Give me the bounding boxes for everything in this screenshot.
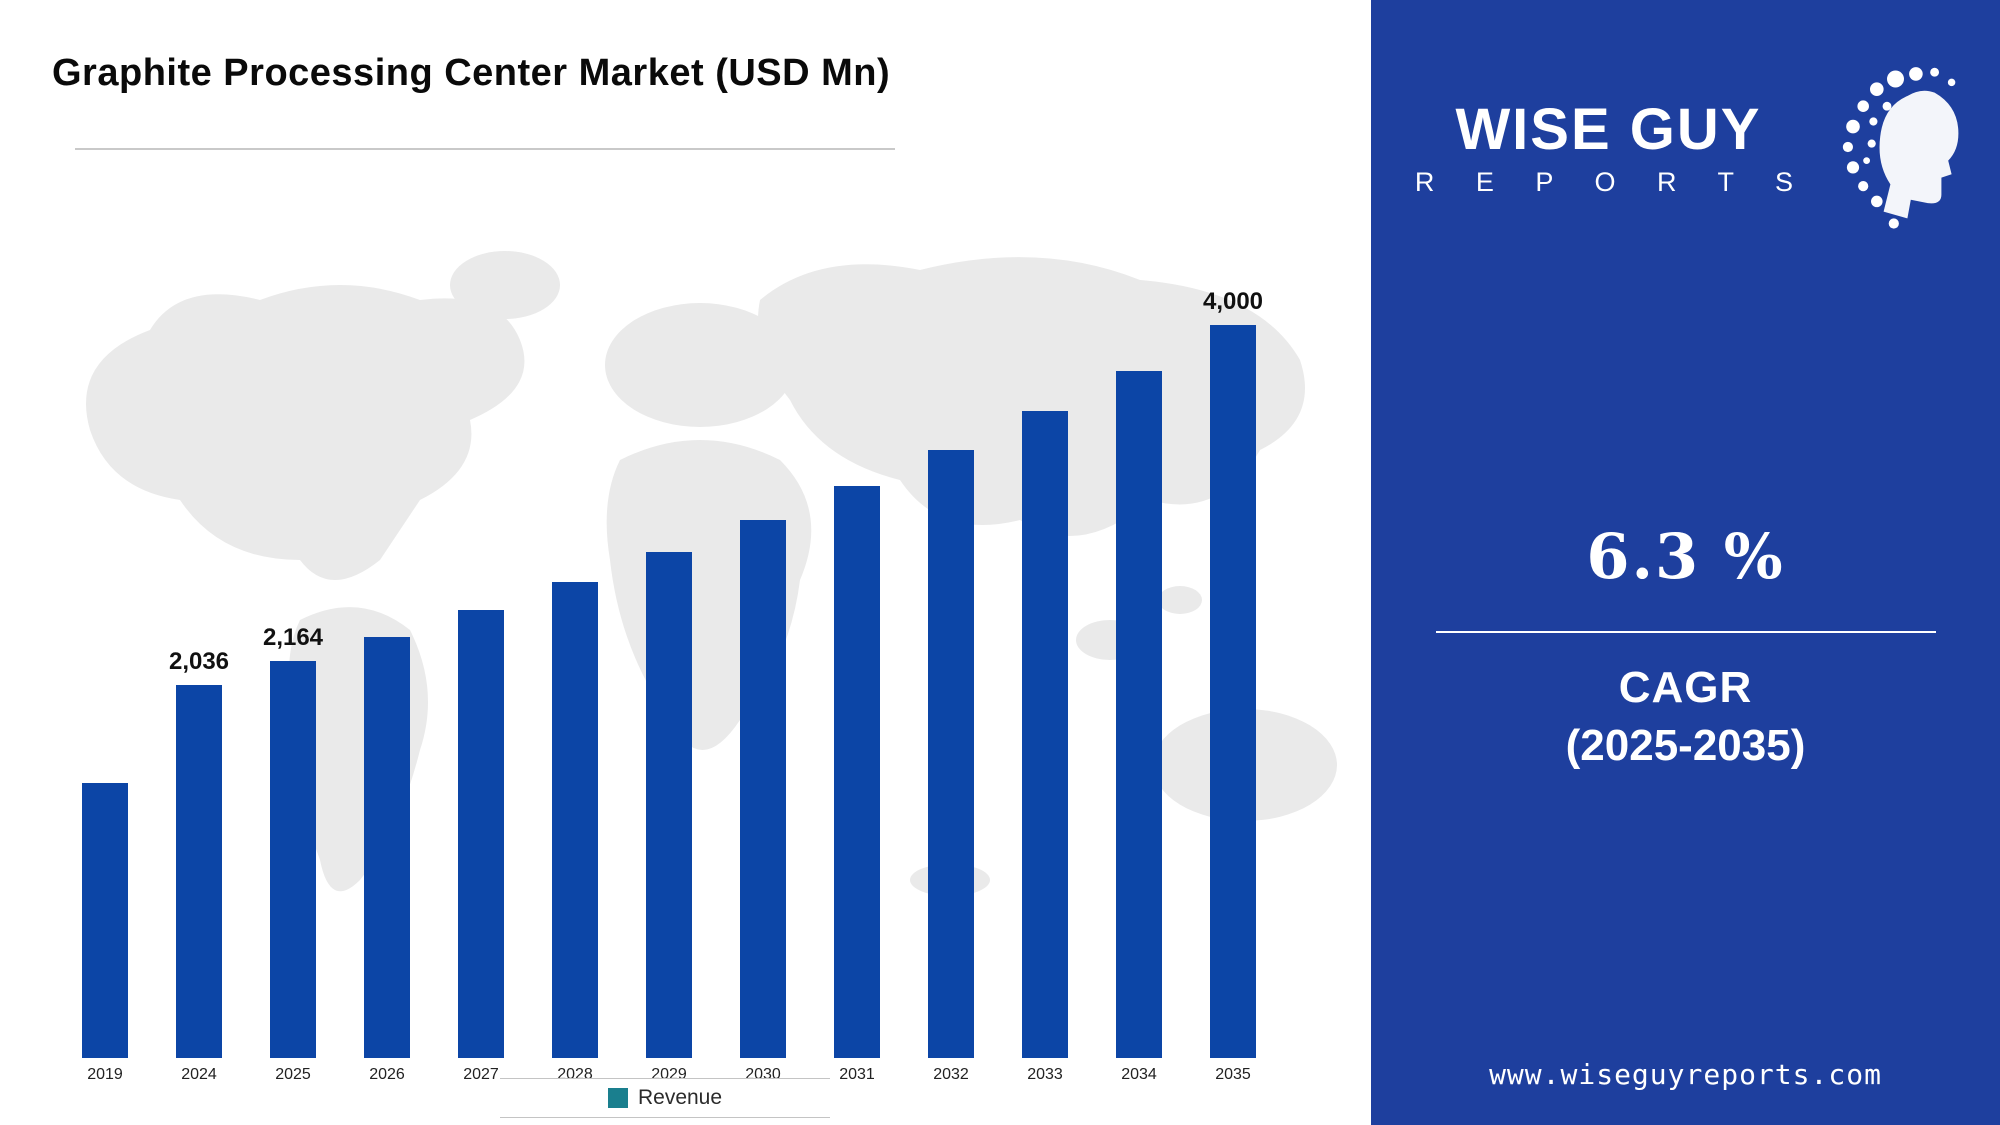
- bar-column: 2,036 2024: [169, 648, 229, 1083]
- bar: [176, 685, 222, 1058]
- x-axis-tick-label: 2031: [839, 1066, 875, 1083]
- website-url: www.wiseguyreports.com: [1489, 1058, 1882, 1091]
- bar: [458, 610, 504, 1058]
- cagr-divider: [1435, 631, 1936, 633]
- cagr-label: CAGR: [1618, 663, 1753, 712]
- logo-head-icon: [1842, 67, 1959, 229]
- bar: [82, 783, 128, 1058]
- bar-column: 2028: [552, 582, 598, 1083]
- brand-subname: R E P O R T S: [1414, 167, 1810, 197]
- x-axis-tick-label: 2035: [1215, 1066, 1251, 1083]
- bar: [928, 450, 974, 1058]
- bar-column: 4,000 2035: [1203, 288, 1263, 1083]
- bar: [1116, 371, 1162, 1058]
- bar-column: 2,164 2025: [263, 624, 323, 1083]
- bar-column: 2032: [928, 450, 974, 1083]
- x-axis-tick-label: 2033: [1027, 1066, 1063, 1083]
- x-axis-tick-label: 2019: [87, 1066, 123, 1083]
- x-axis-tick-label: 2032: [933, 1066, 969, 1083]
- x-axis-tick-label: 2026: [369, 1066, 405, 1083]
- bar-chart: 2019 2,036 2024 2,164 2025 2026 2027 2028 2029 20…: [82, 0, 1302, 1083]
- cagr-value: 6.3 %: [1586, 520, 1785, 593]
- bar-column: 2031: [834, 486, 880, 1083]
- bar-column: 2019: [82, 783, 128, 1083]
- bar-value-label: 2,036: [168, 648, 230, 675]
- bar-column: 2027: [458, 610, 504, 1083]
- bar: [552, 582, 598, 1058]
- bar: [270, 661, 316, 1058]
- x-axis-tick-label: 2027: [463, 1066, 499, 1083]
- bar: [364, 637, 410, 1058]
- cagr-block: 6.3 % CAGR (2025-2035): [1371, 520, 2000, 771]
- x-axis-tick-label: 2025: [275, 1066, 311, 1083]
- bar-value-label: 4,000: [1202, 288, 1264, 315]
- bar-column: 2029: [646, 552, 692, 1083]
- brand-name: WISE GUY: [1455, 97, 1762, 162]
- bar-column: 2030: [740, 520, 786, 1083]
- cagr-period: (2025-2035): [1565, 721, 1806, 770]
- chart-legend: Revenue: [500, 1078, 830, 1118]
- brand-logo: WISE GUY R E P O R T S: [1407, 62, 1972, 232]
- x-axis-tick-label: 2034: [1121, 1066, 1157, 1083]
- bar-column: 2026: [364, 637, 410, 1083]
- page-title: Graphite Processing Center Market (USD M…: [52, 52, 891, 94]
- title-underline: [75, 148, 895, 150]
- bar: [1022, 411, 1068, 1058]
- brand-logo-text: WISE GUY R E P O R T S: [1407, 96, 1810, 198]
- bar-value-label: 2,164: [262, 624, 324, 651]
- bar-column: 2034: [1116, 371, 1162, 1083]
- bar: [646, 552, 692, 1058]
- legend-label: Revenue: [637, 1086, 723, 1109]
- bar-column: 2033: [1022, 411, 1068, 1083]
- bar: [834, 486, 880, 1058]
- bar: [740, 520, 786, 1058]
- x-axis-tick-label: 2024: [181, 1066, 217, 1083]
- chart-panel: Graphite Processing Center Market (USD M…: [52, 0, 1337, 1118]
- legend-swatch-icon: [607, 1088, 628, 1108]
- sidebar: WISE GUY R E P O R T S: [1371, 0, 2000, 1125]
- bar: [1210, 325, 1256, 1058]
